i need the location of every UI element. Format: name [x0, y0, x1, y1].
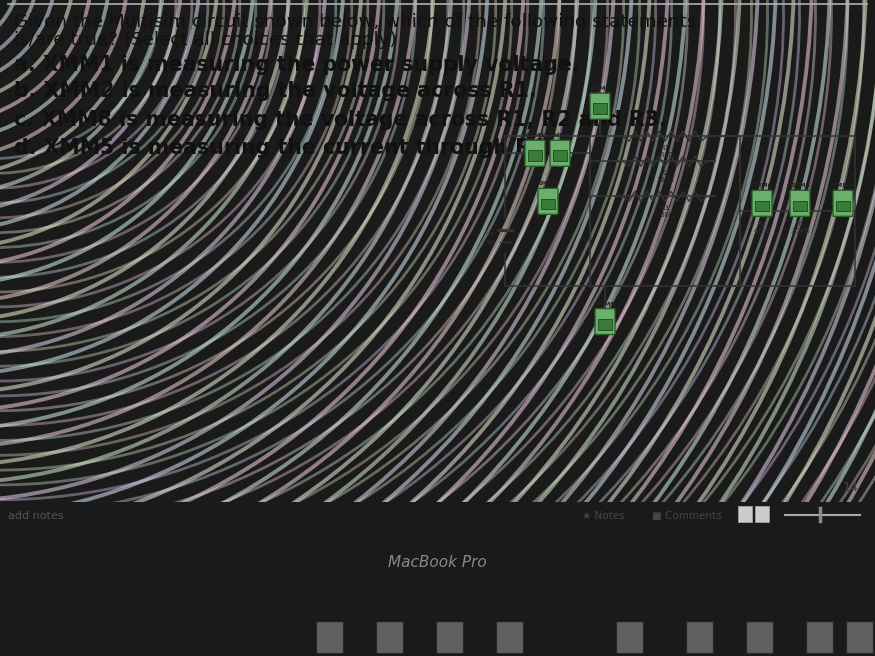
Text: R3
180Ω: R3 180Ω — [656, 205, 674, 218]
FancyBboxPatch shape — [437, 622, 463, 653]
FancyBboxPatch shape — [790, 190, 810, 216]
FancyBboxPatch shape — [752, 190, 772, 216]
Bar — [598, 319, 612, 329]
Text: b. XMM2 is measuring the voltage across R1.: b. XMM2 is measuring the voltage across … — [14, 81, 536, 101]
Text: ■ Comments: ■ Comments — [652, 510, 722, 521]
Text: 14: 14 — [843, 481, 858, 494]
Bar — [738, 506, 752, 522]
FancyBboxPatch shape — [317, 622, 343, 653]
FancyBboxPatch shape — [377, 622, 403, 653]
Text: add notes: add notes — [8, 510, 64, 521]
Bar — [755, 506, 769, 522]
FancyBboxPatch shape — [617, 622, 643, 653]
Bar — [553, 150, 567, 161]
Text: XMM3: XMM3 — [549, 133, 571, 138]
FancyBboxPatch shape — [595, 308, 615, 335]
Text: XMM5: XMM5 — [594, 302, 616, 306]
Text: a. XMM1 is measuring the power supply voltage.: a. XMM1 is measuring the power supply vo… — [14, 55, 580, 75]
FancyBboxPatch shape — [847, 622, 873, 653]
FancyBboxPatch shape — [590, 93, 610, 119]
FancyBboxPatch shape — [747, 622, 773, 653]
Text: R5
2.2kΩ: R5 2.2kΩ — [790, 221, 809, 234]
Text: XMM6: XMM6 — [751, 183, 773, 188]
FancyBboxPatch shape — [687, 622, 713, 653]
Text: d. XMM5 is measuring the current through R4.: d. XMM5 is measuring the current through… — [14, 138, 553, 158]
FancyBboxPatch shape — [497, 622, 523, 653]
Bar — [593, 104, 607, 114]
Text: XMM8: XMM8 — [789, 183, 811, 188]
Bar — [793, 201, 807, 211]
Bar — [755, 201, 769, 211]
FancyBboxPatch shape — [550, 140, 570, 166]
Text: R1
360Ω: R1 360Ω — [656, 145, 674, 158]
FancyBboxPatch shape — [833, 190, 853, 216]
FancyBboxPatch shape — [807, 622, 833, 653]
Bar — [528, 150, 542, 161]
Text: R4
470Ω: R4 470Ω — [753, 221, 771, 234]
Text: V1: V1 — [487, 232, 495, 237]
Text: XMM1: XMM1 — [524, 133, 546, 138]
Text: XMM4: XMM4 — [537, 181, 559, 186]
Text: c. XMM8 is measuring the voltage across R1, R2 and R3.: c. XMM8 is measuring the voltage across … — [14, 110, 667, 130]
Text: R2
180Ω: R2 180Ω — [656, 171, 674, 183]
Text: 9V: 9V — [487, 240, 495, 245]
Text: MacBook Pro: MacBook Pro — [388, 555, 487, 570]
Text: is/are true? (Select all choices that apply): is/are true? (Select all choices that ap… — [14, 31, 396, 49]
Text: ★ Notes: ★ Notes — [582, 510, 625, 521]
Text: Given the Multisim circuit shown below, which of the following statements: Given the Multisim circuit shown below, … — [14, 13, 696, 31]
Text: XMM7: XMM7 — [832, 183, 854, 188]
Bar — [541, 199, 555, 209]
Bar — [836, 201, 850, 211]
Text: XMM2: XMM2 — [589, 86, 611, 91]
FancyBboxPatch shape — [525, 140, 545, 166]
FancyBboxPatch shape — [538, 188, 558, 215]
